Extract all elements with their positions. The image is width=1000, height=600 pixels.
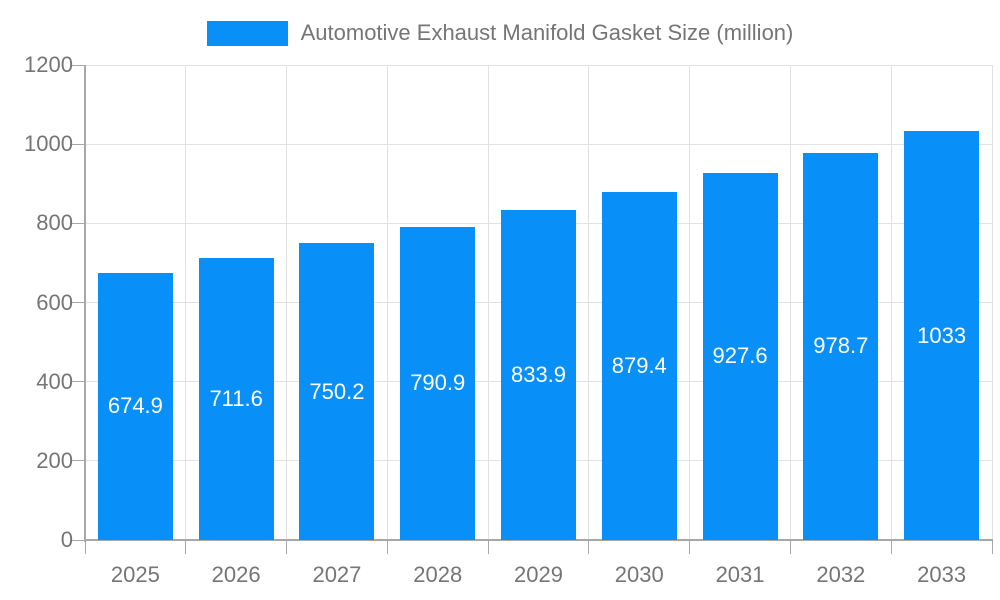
- y-tick-label: 0: [60, 527, 73, 552]
- bar-value-label: 750.2: [309, 378, 365, 404]
- y-axis-tick: [70, 222, 84, 224]
- y-axis-line: [84, 65, 86, 542]
- bar-2032: 978.7: [803, 152, 879, 540]
- y-tick-label: 600: [36, 289, 73, 315]
- bar-2028: 790.9: [400, 226, 476, 540]
- x-axis-tick: [588, 541, 590, 554]
- x-axis-line: [84, 539, 993, 541]
- y-tick-label: 400: [36, 368, 73, 394]
- bar-2031: 927.6: [702, 172, 778, 540]
- x-tick-label: 2033: [917, 562, 967, 587]
- x-axis-tick: [386, 541, 388, 554]
- bar-value-label: 711.6: [209, 386, 263, 412]
- legend-label: Automotive Exhaust Manifold Gasket Size …: [300, 20, 794, 45]
- x-tick-label: 2026: [211, 562, 261, 587]
- bar-2027: 750.2: [299, 243, 375, 540]
- y-axis-tick: [70, 143, 84, 145]
- gridline-vertical: [991, 65, 993, 540]
- x-axis-tick: [487, 541, 489, 554]
- gridline-vertical: [588, 65, 590, 540]
- bar-value-label: 1033: [917, 322, 967, 348]
- gridline-vertical: [789, 65, 791, 540]
- gridline-vertical: [689, 65, 691, 540]
- x-tick-label: 2031: [715, 562, 765, 587]
- gridline-vertical: [386, 65, 388, 540]
- bar-value-label: 879.4: [611, 352, 667, 378]
- y-axis-tick: [70, 302, 84, 303]
- x-tick-label: 2025: [110, 562, 160, 587]
- bar-2030: 879.4: [601, 191, 677, 540]
- y-tick-label: 1000: [24, 131, 73, 157]
- gridline-horizontal: [85, 143, 992, 145]
- bar-2033: 1033: [904, 131, 980, 540]
- x-axis-tick: [890, 541, 892, 554]
- bar-value-label: 833.9: [510, 361, 567, 387]
- x-tick-label: 2027: [312, 562, 362, 587]
- x-axis-tick: [689, 541, 691, 554]
- y-axis-tick: [70, 460, 84, 462]
- bar-value-label: 790.9: [410, 370, 466, 396]
- x-axis-tick: [991, 541, 993, 554]
- x-axis-tick: [185, 541, 187, 554]
- y-tick-label: 1200: [24, 52, 73, 77]
- y-tick-label: 200: [36, 447, 73, 473]
- y-tick-label: 800: [36, 210, 73, 236]
- gridline-horizontal: [85, 64, 992, 66]
- y-axis-tick: [70, 64, 84, 66]
- legend-swatch: [206, 20, 288, 46]
- x-tick-label: 2029: [514, 562, 563, 587]
- x-tick-label: 2032: [816, 562, 866, 587]
- legend: Automotive Exhaust Manifold Gasket Size …: [0, 20, 1000, 46]
- bar-value-label: 927.6: [712, 343, 768, 369]
- plot-area: 0 200 400 600 800 1000 1200 674.9 2025 711.6 2026 7…: [24, 54, 993, 586]
- x-tick-label: 2028: [413, 562, 463, 587]
- bar-2029: 833.9: [501, 209, 576, 540]
- bar-2025: 674.9: [97, 272, 173, 540]
- gridline-vertical: [185, 65, 187, 540]
- gridline-vertical: [487, 65, 489, 540]
- x-axis-tick: [789, 541, 791, 554]
- gridline-vertical: [890, 65, 892, 540]
- x-axis-tick: [84, 541, 86, 554]
- x-axis-tick: [286, 541, 288, 554]
- bar-value-label: 978.7: [813, 333, 869, 359]
- gridline-vertical: [286, 65, 288, 540]
- y-axis-tick: [70, 381, 84, 383]
- x-tick-label: 2030: [614, 562, 664, 587]
- bar-value-label: 674.9: [107, 393, 163, 419]
- bar-2026: 711.6: [198, 258, 274, 540]
- y-axis-tick: [70, 539, 84, 541]
